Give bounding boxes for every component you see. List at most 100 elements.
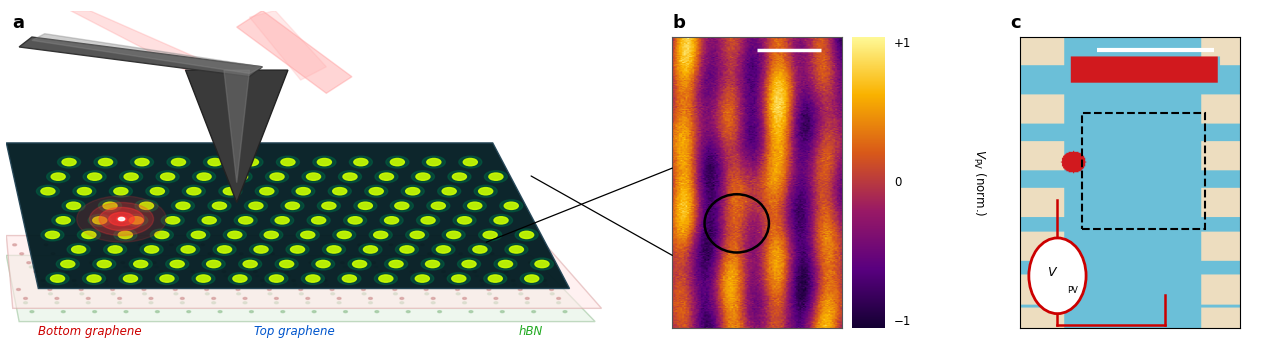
Circle shape (186, 311, 190, 313)
Circle shape (67, 275, 71, 277)
Circle shape (119, 272, 142, 284)
Circle shape (531, 258, 554, 270)
Circle shape (416, 173, 430, 180)
Circle shape (99, 200, 122, 212)
Polygon shape (237, 11, 352, 93)
Circle shape (483, 244, 487, 246)
Circle shape (203, 217, 217, 224)
Circle shape (474, 185, 497, 197)
Circle shape (532, 311, 536, 313)
Polygon shape (32, 34, 262, 74)
Circle shape (459, 253, 462, 255)
Circle shape (46, 272, 68, 284)
Circle shape (307, 173, 321, 180)
Circle shape (47, 171, 70, 183)
Circle shape (170, 260, 184, 268)
Circle shape (27, 262, 30, 264)
Circle shape (512, 279, 516, 282)
Circle shape (58, 262, 62, 264)
Circle shape (397, 253, 400, 255)
Circle shape (56, 217, 71, 224)
Circle shape (87, 275, 101, 282)
Circle shape (167, 156, 190, 168)
Circle shape (30, 311, 34, 313)
Circle shape (129, 275, 134, 277)
Circle shape (224, 275, 228, 277)
Circle shape (307, 214, 331, 226)
Circle shape (92, 258, 115, 270)
Circle shape (118, 217, 124, 221)
Circle shape (442, 188, 456, 195)
Circle shape (405, 266, 409, 268)
Circle shape (232, 244, 236, 246)
Circle shape (99, 207, 144, 231)
Circle shape (176, 202, 190, 209)
Circle shape (337, 302, 341, 304)
Circle shape (141, 244, 163, 256)
Circle shape (556, 302, 560, 304)
Circle shape (519, 293, 523, 295)
Circle shape (253, 246, 269, 253)
Circle shape (199, 284, 203, 286)
Text: hBN: hBN (519, 325, 544, 338)
Circle shape (123, 275, 138, 282)
Circle shape (556, 297, 560, 300)
Circle shape (260, 188, 274, 195)
Circle shape (427, 158, 441, 166)
Circle shape (281, 158, 295, 166)
Circle shape (469, 311, 473, 313)
Circle shape (270, 275, 284, 282)
Circle shape (51, 275, 65, 282)
Circle shape (416, 275, 430, 282)
Polygon shape (185, 70, 288, 202)
Circle shape (108, 246, 122, 253)
Circle shape (291, 279, 295, 282)
Circle shape (514, 244, 518, 246)
Circle shape (432, 244, 455, 256)
Circle shape (353, 158, 367, 166)
Circle shape (309, 262, 313, 264)
Circle shape (82, 231, 96, 239)
Circle shape (403, 262, 407, 264)
Circle shape (150, 302, 153, 304)
Circle shape (166, 217, 180, 224)
Circle shape (73, 284, 77, 286)
Circle shape (48, 293, 52, 295)
Circle shape (395, 202, 409, 209)
Circle shape (389, 260, 403, 268)
Circle shape (275, 217, 289, 224)
Circle shape (374, 231, 388, 239)
Circle shape (436, 246, 451, 253)
Circle shape (118, 302, 122, 304)
Circle shape (215, 262, 219, 264)
Circle shape (456, 289, 460, 290)
Circle shape (456, 293, 460, 295)
Circle shape (457, 258, 480, 270)
Circle shape (342, 275, 356, 282)
Circle shape (245, 158, 258, 166)
Circle shape (229, 279, 233, 282)
Circle shape (315, 260, 331, 268)
Circle shape (57, 156, 81, 168)
Circle shape (468, 202, 481, 209)
Circle shape (261, 279, 265, 282)
Circle shape (186, 229, 210, 241)
Circle shape (218, 266, 222, 268)
Circle shape (312, 217, 326, 224)
Circle shape (171, 158, 185, 166)
Circle shape (114, 253, 118, 255)
Polygon shape (6, 143, 569, 289)
Circle shape (229, 171, 252, 183)
Circle shape (250, 244, 272, 256)
Circle shape (193, 171, 215, 183)
Circle shape (94, 156, 117, 168)
Circle shape (248, 202, 264, 209)
Circle shape (13, 244, 16, 246)
Circle shape (80, 289, 84, 290)
Circle shape (369, 302, 372, 304)
Circle shape (231, 284, 234, 286)
Circle shape (500, 311, 504, 313)
Circle shape (494, 258, 517, 270)
Circle shape (41, 188, 54, 195)
Circle shape (390, 158, 404, 166)
